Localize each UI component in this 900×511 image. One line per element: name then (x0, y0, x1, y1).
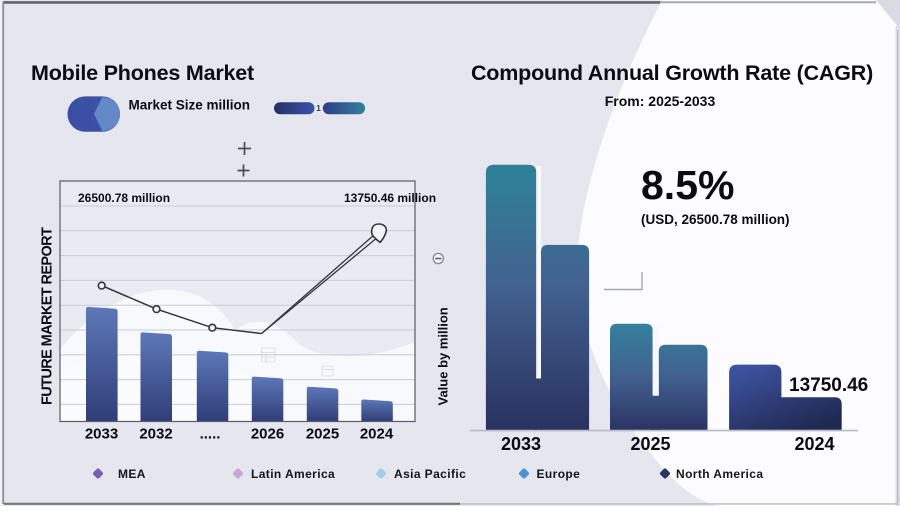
svg-text:2024: 2024 (360, 426, 394, 443)
svg-text:Market Size million: Market Size million (129, 98, 251, 113)
svg-text:Latin America: Latin America (251, 467, 335, 481)
svg-text:Compound Annual Growth Rate (C: Compound Annual Growth Rate (CAGR) (471, 61, 873, 85)
svg-text:2033: 2033 (85, 426, 118, 443)
svg-text:Value by million: Value by million (436, 307, 451, 405)
svg-text:13750.46 million: 13750.46 million (344, 191, 436, 205)
svg-text:2026: 2026 (251, 426, 284, 443)
svg-text:Europe: Europe (537, 467, 581, 481)
svg-text:8.5%: 8.5% (641, 162, 734, 208)
svg-text:2024: 2024 (794, 434, 834, 454)
svg-text:Mobile Phones Market: Mobile Phones Market (31, 61, 254, 85)
svg-text:1: 1 (316, 103, 321, 113)
svg-text:From: 2025-2033: From: 2025-2033 (605, 93, 716, 109)
svg-text:Asia Pacific: Asia Pacific (394, 467, 466, 481)
svg-text:2025: 2025 (630, 434, 670, 454)
svg-text:2032: 2032 (139, 426, 172, 443)
svg-text:MEA: MEA (118, 467, 146, 481)
svg-text:2033: 2033 (501, 434, 541, 454)
svg-text:26500.78 million: 26500.78 million (78, 191, 170, 205)
svg-text:.....: ..... (200, 426, 221, 443)
svg-text:FUTURE MARKET REPORT: FUTURE MARKET REPORT (40, 227, 56, 405)
svg-text:North America: North America (676, 467, 763, 481)
svg-text:(USD, 26500.78 million): (USD, 26500.78 million) (641, 212, 790, 227)
svg-text:13750.46: 13750.46 (789, 375, 868, 396)
svg-text:2025: 2025 (306, 426, 339, 443)
